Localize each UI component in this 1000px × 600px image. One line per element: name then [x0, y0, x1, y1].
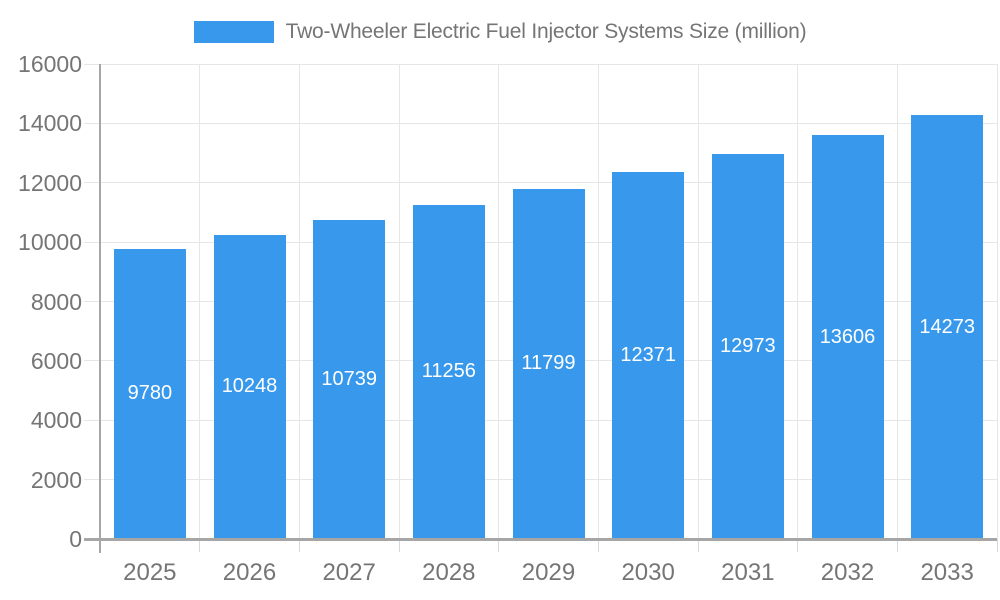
x-axis-line [84, 538, 997, 541]
bar-2031[interactable]: 12973 [711, 153, 784, 539]
x-tick-label: 2030 [621, 559, 675, 586]
x-tick-label: 2028 [422, 559, 476, 586]
h-gridline [84, 122, 997, 124]
bar-2030[interactable]: 12371 [612, 171, 685, 539]
bar-2027[interactable]: 10739 [313, 220, 386, 539]
h-gridline [84, 182, 997, 184]
bar-value-label: 11256 [421, 360, 476, 383]
v-gridline [498, 64, 500, 539]
bar-value-label: 10248 [221, 375, 278, 398]
v-gridline [996, 64, 998, 539]
bar-value-label: 12371 [620, 343, 676, 366]
bar-2033[interactable]: 14273 [911, 115, 984, 539]
bar-2028[interactable]: 11256 [412, 204, 485, 539]
y-tick-label: 8000 [30, 288, 82, 315]
bar-value-label: 9780 [127, 382, 173, 405]
x-tick-label: 2033 [920, 559, 974, 586]
v-gridline [797, 64, 799, 539]
legend-series-label: Two-Wheeler Electric Fuel Injector Syste… [285, 20, 807, 43]
bar-value-label: 10739 [321, 368, 377, 391]
x-tick-label: 2027 [322, 559, 376, 586]
bar-value-label: 12973 [720, 334, 776, 357]
y-tick-label: 2000 [30, 466, 82, 493]
v-gridline [398, 64, 400, 539]
y-tick-label: 12000 [18, 169, 82, 196]
v-gridline [199, 64, 201, 539]
v-gridline [597, 64, 599, 539]
bar-2026[interactable]: 10248 [213, 234, 286, 539]
x-tick [896, 539, 898, 552]
bar-value-label: 11799 [521, 352, 576, 375]
y-tick-label: 0 [69, 526, 82, 552]
x-tick [996, 539, 998, 552]
y-tick-label: 14000 [18, 110, 82, 137]
x-tick-label: 2031 [721, 559, 775, 586]
x-tick-label: 2026 [222, 559, 277, 586]
y-tick-label: 4000 [30, 407, 82, 434]
y-tick-label: 6000 [30, 347, 82, 374]
x-tick [597, 539, 599, 552]
x-tick [797, 539, 799, 552]
bar-value-label: 13606 [819, 325, 876, 348]
x-tick [398, 539, 400, 552]
x-tick-label: 2025 [123, 559, 177, 586]
y-axis-line [99, 64, 101, 553]
h-gridline [84, 63, 997, 65]
bar-value-label: 14273 [919, 315, 975, 338]
y-tick-label: 16000 [18, 51, 82, 77]
x-tick-label: 2029 [521, 559, 576, 586]
v-gridline [697, 64, 699, 539]
x-tick [199, 539, 201, 552]
x-tick-label: 2032 [820, 559, 875, 586]
bar-2025[interactable]: 9780 [113, 248, 186, 539]
x-tick [498, 539, 500, 552]
chart-legend[interactable]: Two-Wheeler Electric Fuel Injector Syste… [0, 20, 1000, 44]
legend-swatch[interactable] [193, 21, 274, 43]
v-gridline [298, 64, 300, 539]
y-tick-label: 10000 [18, 229, 82, 256]
x-tick [697, 539, 699, 552]
v-gridline [896, 64, 898, 539]
bar-2032[interactable]: 13606 [811, 135, 884, 539]
bar-2029[interactable]: 11799 [512, 188, 585, 539]
x-tick [298, 539, 300, 552]
